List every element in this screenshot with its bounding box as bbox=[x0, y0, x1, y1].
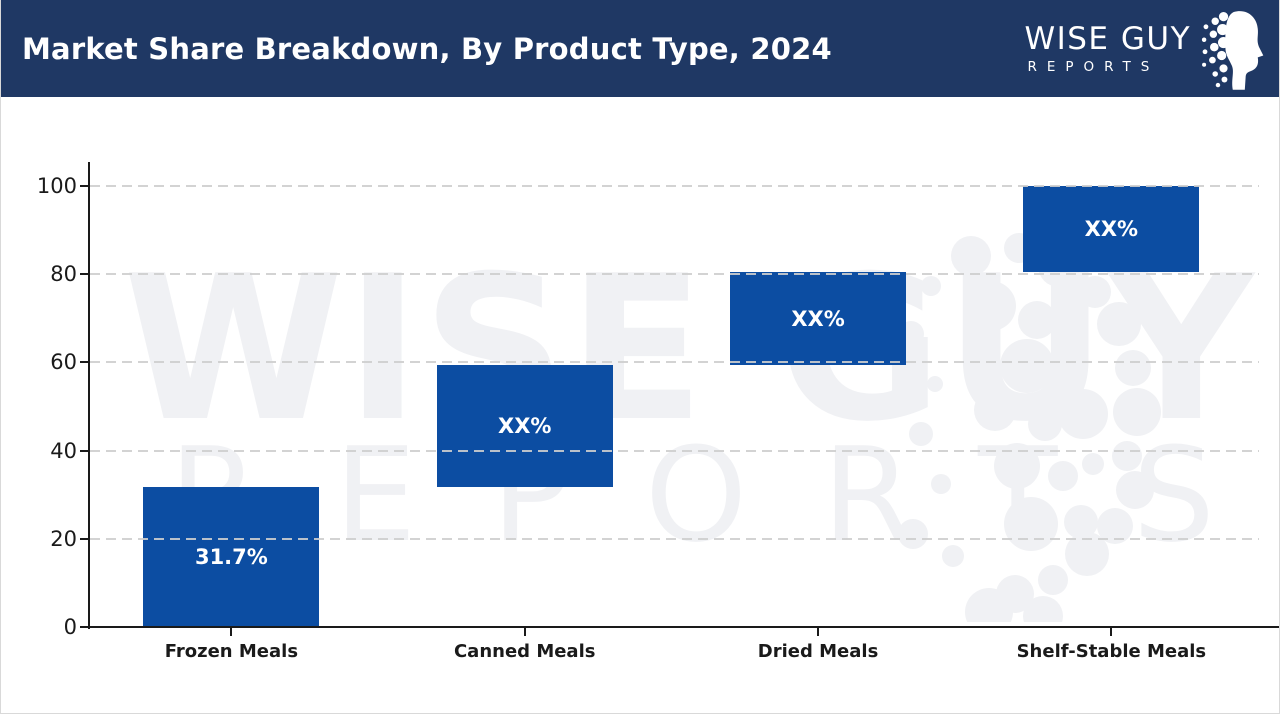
y-tick-mark-60 bbox=[80, 361, 88, 364]
logo-text-wise-guy: WISE GUY bbox=[1024, 21, 1191, 58]
bar-value-label-frozen-meals: 31.7% bbox=[194, 545, 268, 570]
y-tick-label-100: 100 bbox=[36, 174, 77, 198]
bar-value-label-canned-meals: XX% bbox=[498, 414, 552, 439]
y-axis-line bbox=[88, 162, 90, 629]
gridline-80 bbox=[90, 273, 1259, 276]
page-title: Market Share Breakdown, By Product Type,… bbox=[22, 31, 832, 66]
y-tick-mark-0 bbox=[80, 626, 88, 628]
y-tick-label-60: 60 bbox=[50, 350, 77, 375]
x-category-label-shelf-stable-meals: Shelf-Stable Meals bbox=[1016, 641, 1207, 662]
y-tick-label-20: 20 bbox=[50, 526, 77, 551]
gridline-20 bbox=[90, 537, 1259, 540]
y-tick-mark-80 bbox=[80, 273, 88, 276]
header-band: Market Share Breakdown, By Product Type,… bbox=[1, 0, 1279, 97]
logo-wordmark: WISE GUY REPORTS bbox=[1024, 23, 1191, 75]
bar-canned-meals bbox=[436, 365, 613, 488]
y-tick-mark-40 bbox=[80, 449, 88, 452]
gridline-100 bbox=[90, 185, 1259, 187]
x-axis-line bbox=[88, 626, 1279, 628]
x-tick-mark-shelf-stable-meals bbox=[1110, 628, 1113, 636]
y-tick-label-80: 80 bbox=[50, 262, 77, 287]
x-category-label-dried-meals: Dried Meals bbox=[757, 641, 879, 662]
y-tick-mark-20 bbox=[80, 537, 88, 540]
bar-value-label-dried-meals: XX% bbox=[791, 306, 845, 331]
dotted-head-icon bbox=[1201, 11, 1264, 90]
y-tick-label-40: 40 bbox=[50, 438, 77, 463]
logo-text-reports: REPORTS bbox=[1027, 58, 1160, 75]
y-tick-label-0: 0 bbox=[63, 615, 77, 639]
x-tick-mark-canned-meals bbox=[523, 628, 526, 636]
y-tick-mark-100 bbox=[80, 185, 88, 187]
x-category-label-frozen-meals: Frozen Meals bbox=[164, 641, 299, 662]
watermark-head-icon bbox=[898, 233, 1161, 622]
x-tick-mark-frozen-meals bbox=[230, 628, 233, 636]
x-tick-mark-dried-meals bbox=[817, 628, 820, 636]
gridline-60 bbox=[90, 361, 1259, 364]
wiseguy-logo: WISE GUY REPORTS bbox=[1024, 6, 1267, 92]
bar-dried-meals bbox=[730, 271, 907, 366]
bar-frozen-meals bbox=[143, 487, 320, 627]
bar-value-label-shelf-stable-meals: XX% bbox=[1084, 216, 1139, 241]
x-category-label-canned-meals: Canned Meals bbox=[453, 641, 596, 662]
bar-shelf-stable-meals bbox=[1023, 186, 1200, 272]
gridline-40 bbox=[90, 449, 1259, 452]
